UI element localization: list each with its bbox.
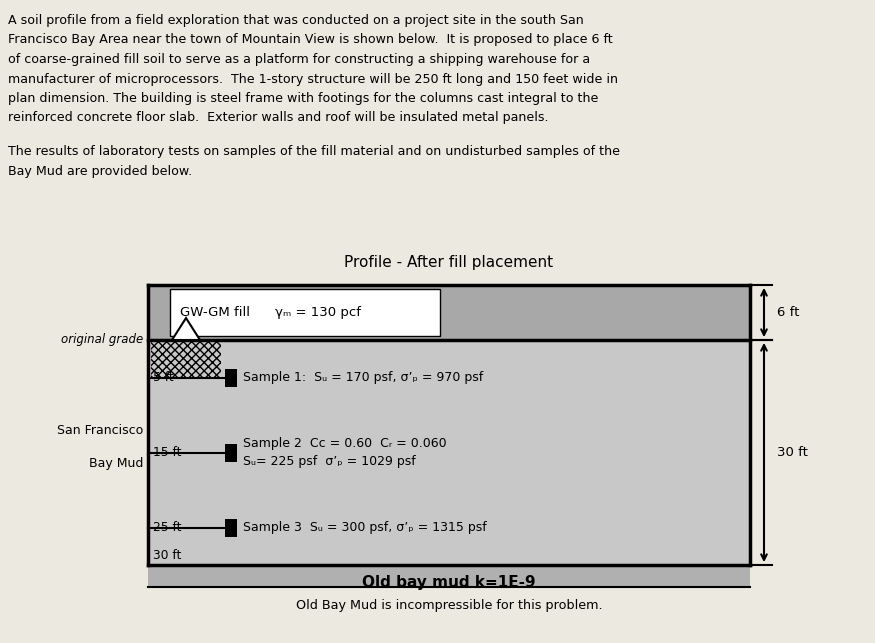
Bar: [148, 565, 750, 587]
Text: 25 ft: 25 ft: [153, 521, 181, 534]
Bar: [148, 285, 750, 340]
Text: original grade: original grade: [60, 334, 143, 347]
Bar: [225, 518, 237, 536]
Bar: [225, 368, 237, 386]
Bar: [225, 444, 237, 462]
Text: Old bay mud k=1E-9: Old bay mud k=1E-9: [362, 575, 536, 590]
Text: Sᵤ= 225 psf  σ’ₚ = 1029 psf: Sᵤ= 225 psf σ’ₚ = 1029 psf: [243, 455, 416, 469]
Bar: [151, 340, 221, 378]
Text: of coarse-grained fill soil to serve as a platform for constructing a shipping w: of coarse-grained fill soil to serve as …: [8, 53, 590, 66]
Text: γₘ = 130 pcf: γₘ = 130 pcf: [275, 306, 361, 319]
Text: Sample 1:  Sᵤ = 170 psf, σ’ₚ = 970 psf: Sample 1: Sᵤ = 170 psf, σ’ₚ = 970 psf: [243, 371, 483, 384]
Text: A soil profile from a field exploration that was conducted on a project site in : A soil profile from a field exploration …: [8, 14, 584, 27]
Text: 15 ft: 15 ft: [153, 446, 181, 459]
Text: 6 ft: 6 ft: [777, 306, 800, 319]
Text: The results of laboratory tests on samples of the fill material and on undisturb: The results of laboratory tests on sampl…: [8, 145, 620, 158]
Text: plan dimension. The building is steel frame with footings for the columns cast i: plan dimension. The building is steel fr…: [8, 92, 598, 105]
Text: San Francisco: San Francisco: [57, 424, 143, 437]
Text: Sample 3  Sᵤ = 300 psf, σ’ₚ = 1315 psf: Sample 3 Sᵤ = 300 psf, σ’ₚ = 1315 psf: [243, 521, 487, 534]
Text: Bay Mud are provided below.: Bay Mud are provided below.: [8, 165, 192, 177]
Text: reinforced concrete floor slab.  Exterior walls and roof will be insulated metal: reinforced concrete floor slab. Exterior…: [8, 111, 549, 125]
Bar: [170, 289, 440, 336]
Text: Sample 2  Cᴄ = 0.60  Cᵣ = 0.060: Sample 2 Cᴄ = 0.60 Cᵣ = 0.060: [243, 437, 446, 449]
Text: Old Bay Mud is incompressible for this problem.: Old Bay Mud is incompressible for this p…: [296, 599, 602, 612]
Text: GW-GM fill: GW-GM fill: [180, 306, 250, 319]
Text: Bay Mud: Bay Mud: [88, 457, 143, 470]
Text: Profile - After fill placement: Profile - After fill placement: [345, 255, 554, 270]
Bar: [148, 340, 750, 565]
Text: Francisco Bay Area near the town of Mountain View is shown below.  It is propose: Francisco Bay Area near the town of Moun…: [8, 33, 612, 46]
Text: 30 ft: 30 ft: [777, 446, 808, 459]
Text: 30 ft: 30 ft: [153, 549, 181, 562]
Text: 5 ft: 5 ft: [153, 371, 174, 384]
Polygon shape: [172, 318, 200, 340]
Text: manufacturer of microprocessors.  The 1-story structure will be 250 ft long and : manufacturer of microprocessors. The 1-s…: [8, 73, 618, 86]
